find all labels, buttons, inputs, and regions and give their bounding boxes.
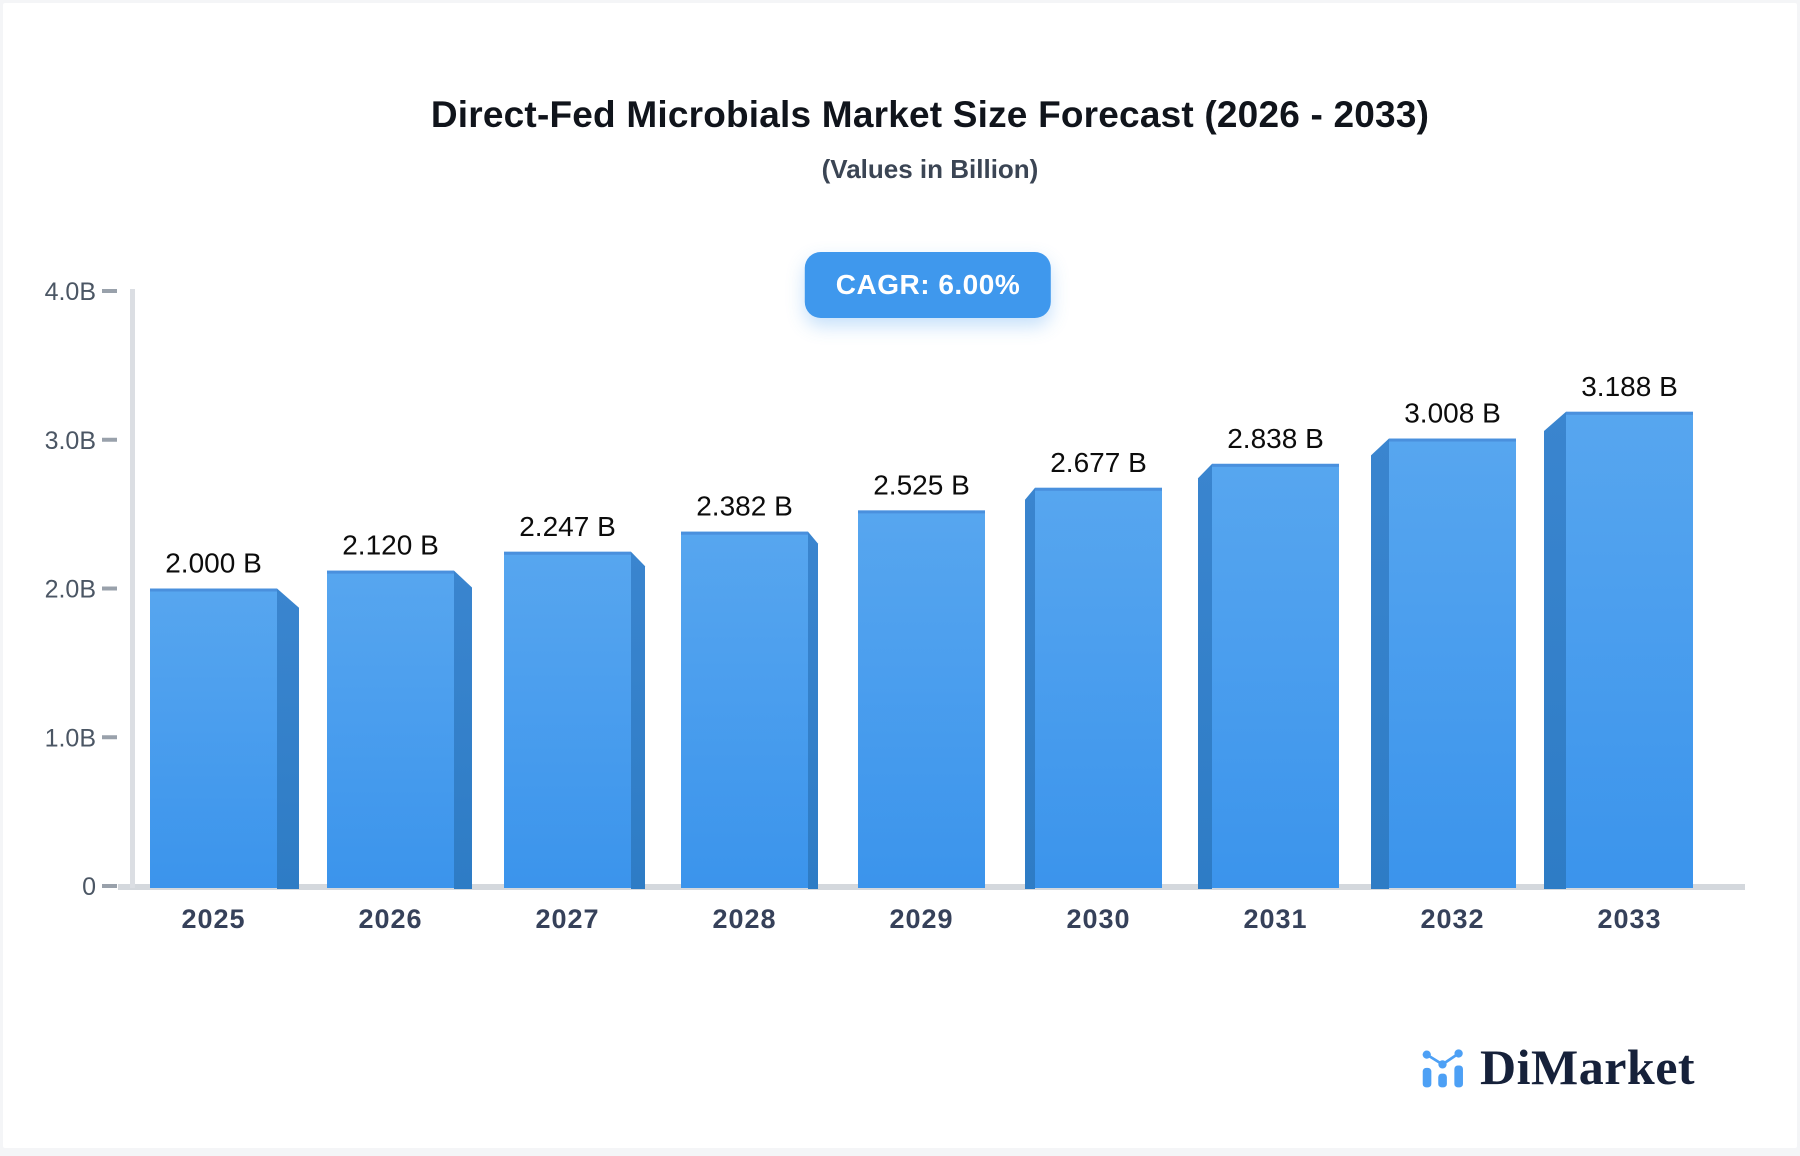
bar-front-face (858, 510, 985, 888)
bar-2030 (1025, 487, 1162, 889)
bar-front-face (1035, 487, 1162, 888)
bar-front-face (1212, 463, 1339, 888)
x-axis-label: 2031 (1243, 904, 1307, 934)
bar-2026 (327, 570, 472, 889)
brand-name: DiMarket (1480, 1039, 1696, 1095)
x-axis-label: 2029 (889, 904, 953, 934)
bar-top-edge (150, 588, 277, 592)
x-axis-label: 2028 (712, 904, 776, 934)
bar-front-face (1389, 438, 1516, 888)
page-title: Direct-Fed Microbials Market Size Foreca… (430, 94, 1430, 135)
bar-front-face (681, 531, 808, 888)
y-axis-line (130, 289, 135, 888)
y-axis-tick (102, 437, 117, 442)
bar-value-label: 3.008 B (1404, 398, 1501, 429)
chart-header: Direct-Fed Microbials Market Size Foreca… (431, 94, 1429, 185)
bar-2031 (1198, 463, 1339, 889)
cagr-badge: CAGR: 6.00% (804, 252, 1052, 318)
bar-value-label: 2.247 B (519, 511, 616, 542)
y-axis-tick (102, 735, 117, 740)
bar-top-edge (1389, 438, 1516, 442)
bar-value-label: 3.188 B (1581, 371, 1678, 402)
bar-side-face (1544, 411, 1566, 889)
bar-value-label: 2.838 B (1227, 423, 1324, 454)
bar-top-edge (504, 551, 631, 555)
y-axis-tick-label: 2.0B (45, 576, 96, 604)
bar-value-label: 2.000 B (165, 548, 262, 579)
bar-front-face (327, 570, 454, 888)
mini-bar-chart-logo-icon (1422, 1049, 1463, 1088)
bar-2027 (504, 551, 645, 889)
y-axis-tick (102, 289, 117, 293)
y-axis-tick-label: 0 (82, 873, 96, 901)
bar-2025 (150, 588, 299, 889)
bar-top-edge (1566, 411, 1693, 415)
y-axis-tick (102, 586, 117, 591)
bar-top-edge (858, 510, 985, 514)
bar-2028 (681, 531, 818, 889)
bar-2033 (1544, 411, 1693, 889)
bar-value-label: 2.677 B (1050, 447, 1147, 478)
x-axis-label: 2030 (1066, 904, 1130, 934)
y-axis-tick-label: 3.0B (45, 427, 96, 455)
bar-value-label: 2.382 B (696, 491, 793, 522)
x-axis-label: 2026 (358, 904, 422, 934)
bar-front-face (504, 551, 631, 888)
x-axis-label: 2032 (1420, 904, 1484, 934)
bar-side-face (1371, 438, 1389, 889)
bar-top-edge (681, 531, 808, 535)
bar-2032 (1371, 438, 1516, 889)
bar-top-edge (1035, 487, 1162, 491)
bar-side-face (1198, 463, 1212, 889)
bar-front-face (1566, 411, 1693, 888)
bar-side-face (277, 588, 299, 889)
x-axis-label: 2027 (535, 904, 599, 934)
bar-top-edge (1212, 463, 1339, 467)
y-axis-tick-label: 1.0B (45, 724, 96, 752)
brand-logo: DiMarket (1421, 1040, 1695, 1092)
y-axis-tick-label: 4.0B (45, 278, 96, 306)
x-axis-label: 2025 (181, 904, 245, 934)
bar-front-face (150, 588, 277, 888)
bar-value-label: 2.525 B (873, 469, 970, 500)
bar-2029 (858, 510, 985, 888)
bar-side-face (808, 531, 818, 889)
bar-side-face (454, 570, 472, 889)
bar-value-label: 2.120 B (342, 530, 439, 561)
x-axis-label: 2033 (1597, 904, 1661, 934)
y-axis-tick (102, 884, 117, 888)
page-subtitle: (Values in Billion) (821, 154, 1039, 184)
bar-side-face (631, 551, 645, 889)
bar-side-face (1025, 487, 1035, 889)
bar-top-edge (327, 570, 454, 574)
